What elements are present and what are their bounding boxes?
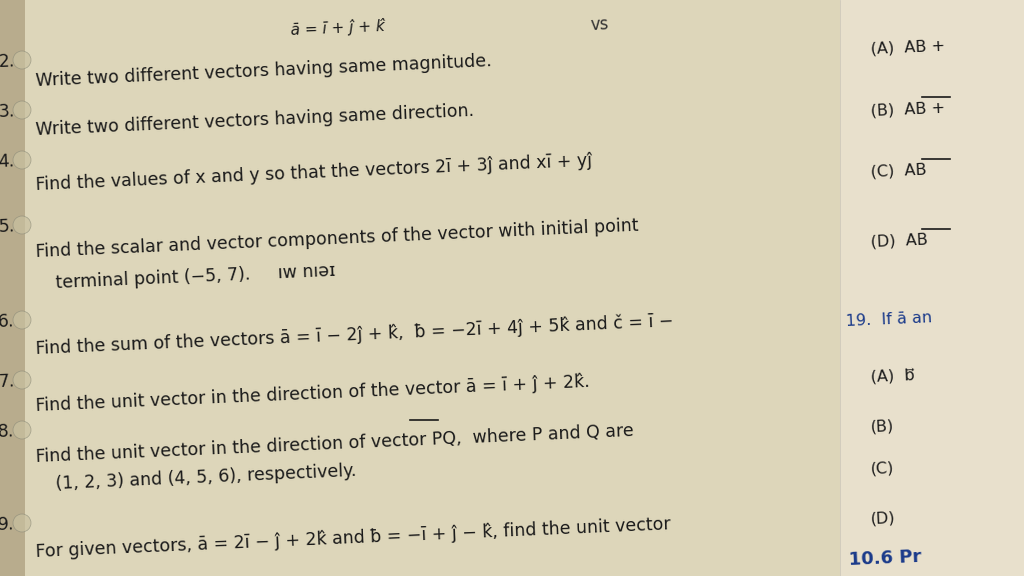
Text: Write two different vectors having same direction.: Write two different vectors having same … — [35, 102, 474, 139]
Ellipse shape — [13, 101, 31, 119]
Text: ā = ī + ĵ + k̂: ā = ī + ĵ + k̂ — [290, 18, 385, 38]
Text: (B): (B) — [870, 418, 894, 434]
Ellipse shape — [13, 311, 31, 329]
Text: 2.: 2. — [0, 52, 15, 71]
Ellipse shape — [13, 151, 31, 169]
Text: (A)  AB +: (A) AB + — [870, 38, 945, 56]
Bar — [0, 0, 25, 576]
Text: Write two different vectors having same magnitude.: Write two different vectors having same … — [35, 52, 492, 90]
Text: 6.: 6. — [0, 312, 15, 331]
Text: (A)  b⃗: (A) b⃗ — [870, 368, 914, 385]
Ellipse shape — [13, 514, 31, 532]
Text: For given vectors, ā = 2ī − ĵ + 2k̂ and ƀ = −ī + ĵ − k̂, find the unit vector: For given vectors, ā = 2ī − ĵ + 2k̂ and … — [35, 515, 671, 561]
Text: 10.6 Pr: 10.6 Pr — [848, 548, 922, 569]
Text: terminal point (−5, 7).     ıw nıəɪ: terminal point (−5, 7). ıw nıəɪ — [55, 262, 336, 292]
Ellipse shape — [13, 421, 31, 439]
Text: Find the unit vector in the direction of vector PQ,  where P and Q are: Find the unit vector in the direction of… — [35, 422, 634, 466]
Text: vs: vs — [590, 15, 609, 34]
Text: Find the values of x and y so that the vectors 2ī + 3ĵ and xī + yĵ: Find the values of x and y so that the v… — [35, 152, 592, 194]
Text: (C): (C) — [870, 460, 894, 476]
Text: 7.: 7. — [0, 372, 15, 391]
Text: 9.: 9. — [0, 515, 15, 534]
Text: (1, 2, 3) and (4, 5, 6), respectively.: (1, 2, 3) and (4, 5, 6), respectively. — [55, 462, 356, 493]
Text: 3.: 3. — [0, 102, 15, 121]
Text: 8.: 8. — [0, 422, 15, 441]
Text: (B)  AB +: (B) AB + — [870, 100, 945, 118]
Text: (D)  AB: (D) AB — [870, 232, 928, 249]
Ellipse shape — [13, 51, 31, 69]
Ellipse shape — [13, 216, 31, 234]
Text: 5.: 5. — [0, 217, 15, 236]
Ellipse shape — [13, 371, 31, 389]
Text: (D): (D) — [870, 510, 896, 526]
Text: Find the unit vector in the direction of the vector ā = ī + ĵ + 2k̂.: Find the unit vector in the direction of… — [35, 372, 590, 415]
Text: 19.  If ā an: 19. If ā an — [845, 310, 932, 329]
Text: 4.: 4. — [0, 152, 15, 170]
Bar — [25, 0, 840, 576]
Text: (C)  AB: (C) AB — [870, 162, 927, 179]
Text: Find the scalar and vector components of the vector with initial point: Find the scalar and vector components of… — [35, 217, 639, 262]
Text: Find the sum of the vectors ā = ī − 2ĵ + k̂,  ƀ = −2ī + 4ĵ + 5k̂ and č = ī −: Find the sum of the vectors ā = ī − 2ĵ +… — [35, 312, 674, 358]
Bar — [840, 0, 1024, 576]
